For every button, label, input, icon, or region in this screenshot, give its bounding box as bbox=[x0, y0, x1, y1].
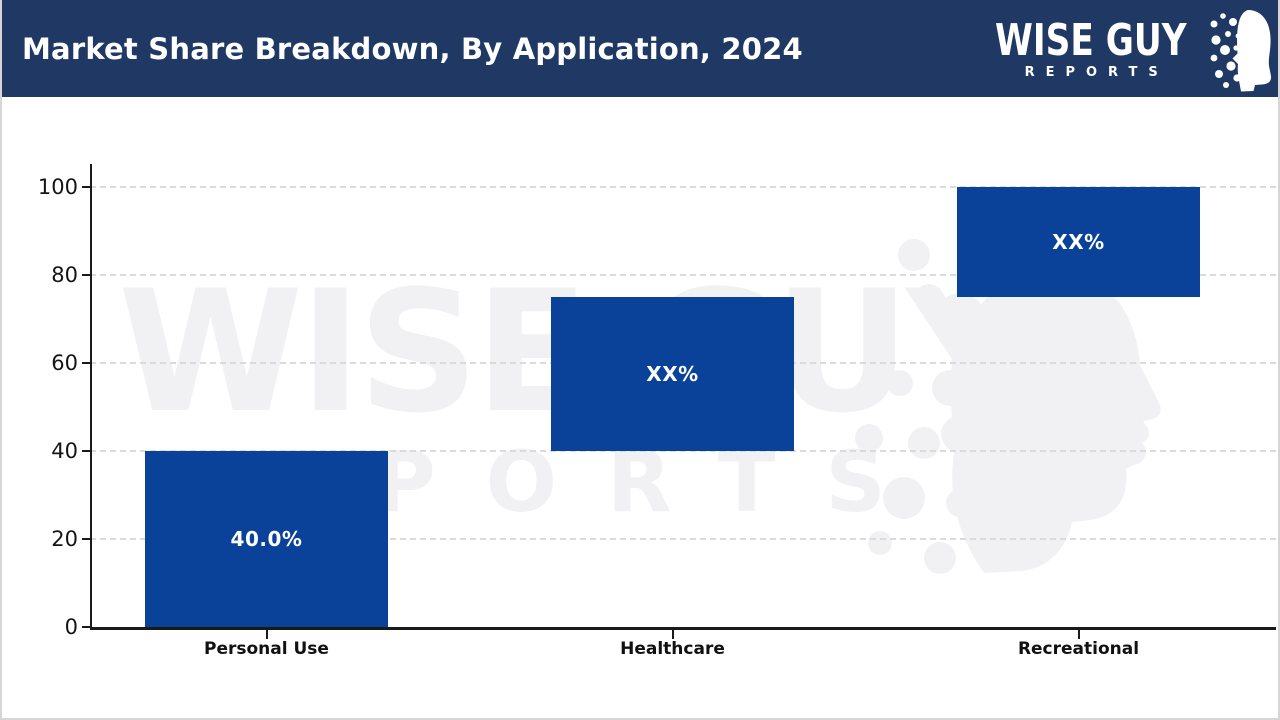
y-axis-tick-label: 20 bbox=[51, 527, 78, 551]
y-axis-tick-label: 60 bbox=[51, 351, 78, 375]
y-axis-tick bbox=[82, 538, 90, 540]
bar-value-label: 40.0% bbox=[230, 527, 303, 551]
logo-text: WISE GUY REPORTS bbox=[968, 14, 1214, 80]
x-axis-category-label: Healthcare bbox=[620, 639, 725, 659]
x-axis-category-label: Personal Use bbox=[204, 639, 329, 659]
page-title: Market Share Breakdown, By Application, … bbox=[22, 31, 803, 66]
y-axis-tick bbox=[82, 186, 90, 188]
x-axis-tick bbox=[265, 630, 268, 639]
x-axis-tick bbox=[671, 630, 674, 639]
y-axis-tick bbox=[82, 450, 90, 452]
header-bar: Market Share Breakdown, By Application, … bbox=[2, 0, 1278, 97]
chart-bar: 40.0% bbox=[145, 451, 388, 627]
y-axis-tick-label: 40 bbox=[51, 439, 78, 463]
y-axis-tick-label: 100 bbox=[37, 175, 78, 199]
y-axis-tick-label: 80 bbox=[51, 263, 78, 287]
chart-area: 0 20 40 60 80 100 40.0% Personal Use XX% Healthca… bbox=[2, 97, 1278, 718]
logo-subtitle: REPORTS bbox=[1024, 64, 1169, 80]
y-axis-tick bbox=[82, 362, 90, 364]
y-axis-tick bbox=[82, 274, 90, 276]
chart-bar: XX% bbox=[957, 187, 1200, 297]
y-gridline bbox=[90, 274, 1276, 276]
x-axis-category-label: Recreational bbox=[1017, 639, 1140, 659]
x-axis-line bbox=[90, 627, 1276, 630]
chart-bar: XX% bbox=[551, 297, 794, 451]
x-axis-tick bbox=[1077, 630, 1080, 639]
bar-value-label: XX% bbox=[1052, 230, 1105, 254]
y-axis-tick-label: 0 bbox=[64, 615, 78, 639]
wise-guy-reports-logo: WISE GUY REPORTS bbox=[968, 4, 1272, 94]
y-gridline bbox=[90, 538, 1276, 540]
y-gridline bbox=[90, 450, 1276, 452]
y-axis-tick bbox=[82, 626, 90, 628]
logo-head-icon bbox=[1210, 10, 1272, 92]
logo-wordmark: WISE GUY bbox=[995, 14, 1187, 66]
bar-value-label: XX% bbox=[646, 362, 699, 386]
y-axis-line bbox=[90, 164, 92, 629]
y-gridline bbox=[90, 186, 1276, 188]
